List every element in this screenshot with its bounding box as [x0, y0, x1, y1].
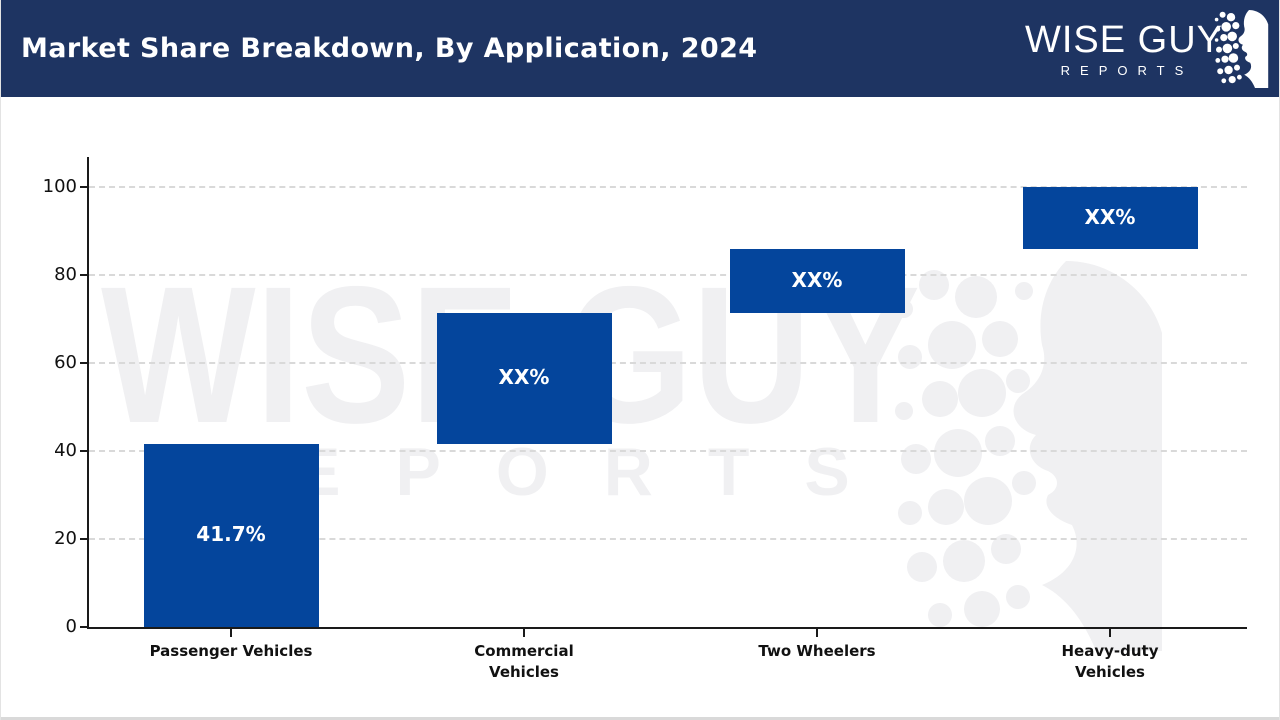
brand-logo-text: WISE GUY REPORTS	[1025, 20, 1223, 78]
gridline-y40	[89, 450, 1247, 452]
x-tick-mark	[1109, 629, 1111, 637]
x-tick-mark	[816, 629, 818, 637]
category-label-line: Two Wheelers	[758, 642, 876, 660]
gridline-y100	[89, 186, 1247, 188]
gridline-y60	[89, 362, 1247, 364]
y-tick-mark	[80, 186, 89, 188]
bar-0	[143, 443, 319, 627]
category-label-line: Heavy-duty	[1061, 642, 1159, 660]
footer-divider	[1, 717, 1279, 720]
category-label: Passenger Vehicles	[121, 641, 341, 662]
bar-value-label: XX%	[498, 365, 550, 390]
brand-subtitle: REPORTS	[1060, 62, 1194, 78]
y-tick-label: 20	[54, 528, 77, 549]
y-tick-label: 80	[54, 264, 77, 285]
x-axis-line	[87, 627, 1247, 629]
brand-name: WISE GUY	[1024, 18, 1223, 61]
watermark-face-dots-icon	[895, 261, 1162, 651]
gridline-y80	[89, 274, 1247, 276]
x-tick-mark	[523, 629, 525, 637]
category-label: Commercial Vehicles	[414, 641, 634, 683]
x-tick-mark	[230, 629, 232, 637]
bar-value-label: XX%	[1084, 205, 1136, 230]
y-axis-line	[87, 157, 89, 629]
bar-2	[729, 249, 905, 313]
y-tick-mark	[80, 538, 89, 540]
y-tick-mark	[80, 450, 89, 452]
bar-1	[436, 312, 612, 444]
y-tick-label: 60	[54, 352, 77, 373]
bar-3	[1022, 187, 1198, 250]
bar-value-label: 41.7%	[196, 522, 266, 547]
category-label: Two Wheelers	[707, 641, 927, 662]
gridline-y20	[89, 538, 1247, 540]
y-tick-mark	[80, 626, 89, 628]
page-title: Market Share Breakdown, By Application, …	[21, 33, 758, 64]
category-label-line: Passenger Vehicles	[149, 642, 313, 660]
category-label: Heavy-duty Vehicles	[1000, 641, 1220, 683]
category-label-line: Commercial	[474, 642, 574, 660]
category-label-line: Vehicles	[489, 663, 559, 681]
category-label-line: Vehicles	[1075, 663, 1145, 681]
bar-value-label: XX%	[791, 267, 843, 292]
brand-logo: WISE GUY REPORTS	[1025, 0, 1273, 97]
header-bar: Market Share Breakdown, By Application, …	[1, 0, 1279, 97]
y-tick-label: 100	[42, 176, 77, 197]
logo-face-dots-icon	[1214, 9, 1269, 88]
y-tick-label: 40	[54, 440, 77, 461]
y-tick-mark	[80, 274, 89, 276]
y-tick-label: 0	[65, 616, 77, 637]
y-tick-mark	[80, 362, 89, 364]
